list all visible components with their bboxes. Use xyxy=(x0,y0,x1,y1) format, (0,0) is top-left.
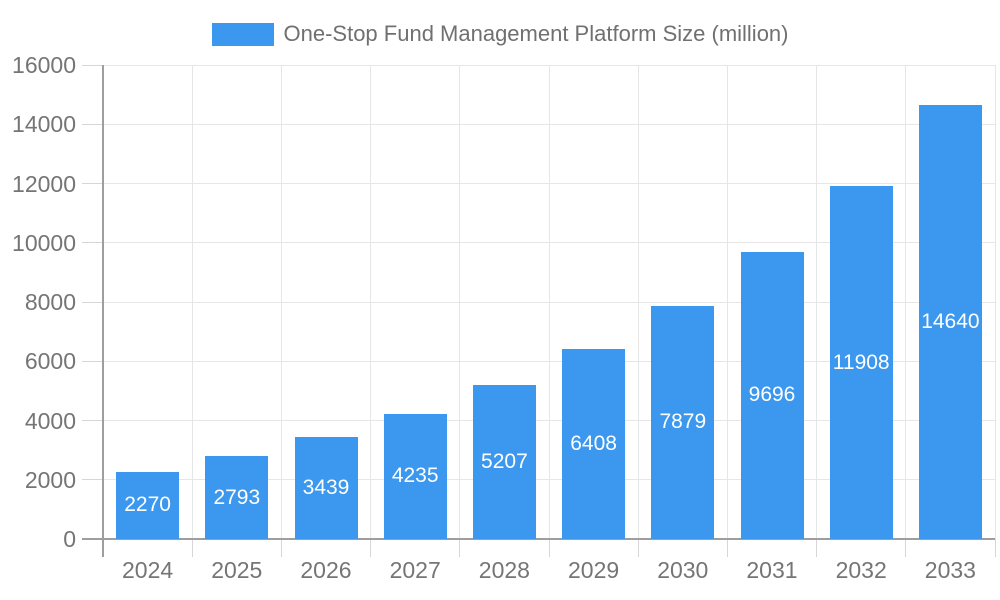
bar xyxy=(651,305,715,539)
gridline-vertical xyxy=(994,65,996,539)
y-axis-tick-label: 8000 xyxy=(24,289,76,315)
y-axis-tick-label: 0 xyxy=(63,526,76,552)
x-axis-tick-label: 2027 xyxy=(389,557,441,583)
gridline-vertical xyxy=(816,65,818,539)
legend[interactable]: One-Stop Fund Management Platform Size (… xyxy=(0,20,1000,48)
y-axis-tick-label: 6000 xyxy=(24,348,76,375)
gridline-vertical xyxy=(191,65,193,539)
x-axis-tick-label: 2029 xyxy=(568,557,620,583)
x-axis-tick-label: 2025 xyxy=(211,557,263,583)
y-axis-tick xyxy=(82,242,103,244)
x-axis-tick-label: 2026 xyxy=(300,557,352,583)
gridline-vertical xyxy=(726,65,728,539)
bar-value-label: 5207 xyxy=(481,449,528,473)
bar-value-label: 14640 xyxy=(921,310,980,334)
y-axis-tick xyxy=(82,479,103,481)
bar-value-label: 2793 xyxy=(213,485,261,509)
x-axis-tick xyxy=(459,539,461,557)
y-axis-line xyxy=(102,65,104,557)
x-axis-tick-label: 2028 xyxy=(478,557,530,583)
bar-value-label: 2270 xyxy=(124,493,171,517)
x-axis-tick-label: 2030 xyxy=(657,557,709,583)
bar-value-label: 3439 xyxy=(302,476,350,500)
bar xyxy=(472,384,536,539)
bar xyxy=(829,186,893,539)
bar-value-label: 6408 xyxy=(570,432,617,456)
bar-value-label: 7879 xyxy=(659,410,707,434)
x-axis-tick xyxy=(280,539,282,557)
bar-value-label: 4235 xyxy=(391,464,439,488)
bar xyxy=(116,471,180,539)
x-axis-tick xyxy=(637,539,639,557)
bar xyxy=(918,105,982,539)
gridline-vertical xyxy=(548,65,550,539)
gridline-vertical xyxy=(370,65,372,539)
y-axis-tick-label: 14000 xyxy=(12,111,76,138)
x-axis-tick-label: 2024 xyxy=(122,557,174,583)
y-axis-tick-label: 2000 xyxy=(24,466,76,493)
x-axis-tick-label: 2032 xyxy=(835,557,887,583)
y-axis-tick xyxy=(82,64,103,66)
y-axis-tick xyxy=(82,123,103,125)
gridline-vertical xyxy=(459,65,461,539)
x-axis-tick xyxy=(726,539,728,557)
legend-swatch xyxy=(211,22,274,46)
y-axis-tick-label: 10000 xyxy=(12,229,76,256)
x-axis-tick-label: 2033 xyxy=(924,557,976,583)
bar xyxy=(562,349,626,539)
x-axis-tick xyxy=(548,539,550,557)
legend-label: One-Stop Fund Management Platform Size (… xyxy=(283,21,789,46)
gridline-vertical xyxy=(637,65,639,539)
y-axis-tick-label: 4000 xyxy=(24,407,76,434)
bar-value-label: 9696 xyxy=(748,383,796,407)
y-axis-tick xyxy=(82,301,103,303)
bar xyxy=(294,437,358,539)
x-axis-tick xyxy=(191,539,193,557)
x-axis-tick-label: 2031 xyxy=(746,557,798,583)
y-axis-tick-label: 16000 xyxy=(12,52,76,78)
x-axis-tick xyxy=(905,539,907,557)
y-axis-tick xyxy=(82,360,103,362)
y-axis-tick-label: 12000 xyxy=(12,170,76,197)
bar xyxy=(740,251,804,539)
bar-value-label: 11908 xyxy=(832,350,890,374)
x-axis-tick xyxy=(816,539,818,557)
gridline-vertical xyxy=(280,65,282,539)
bar xyxy=(205,456,269,539)
y-axis-tick xyxy=(82,420,103,421)
x-axis-line xyxy=(82,538,995,540)
x-axis-tick xyxy=(994,539,996,557)
y-axis-tick xyxy=(82,183,103,184)
bar xyxy=(383,413,447,539)
gridline-vertical xyxy=(905,65,907,539)
x-axis-tick xyxy=(370,539,372,557)
